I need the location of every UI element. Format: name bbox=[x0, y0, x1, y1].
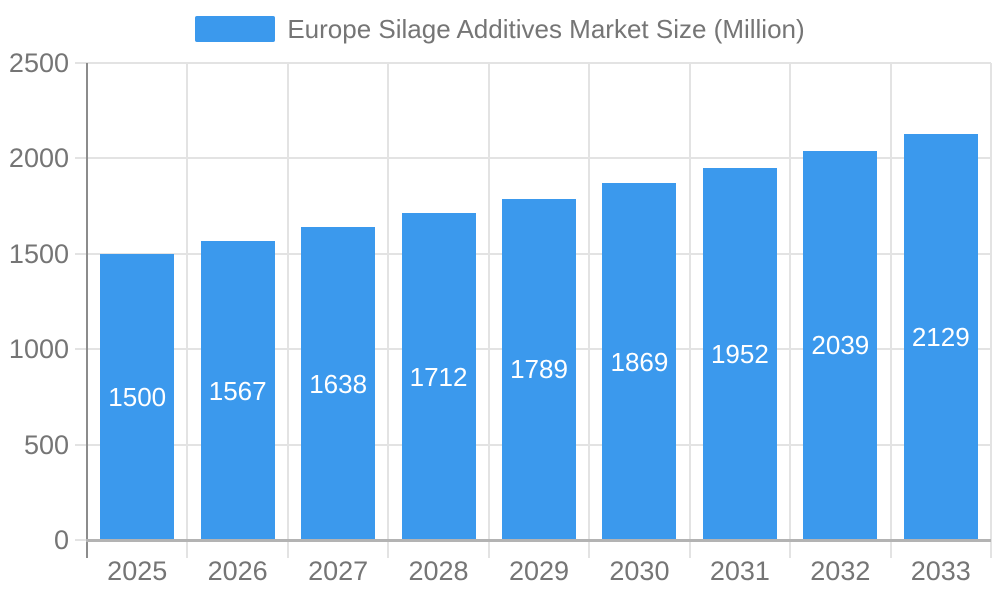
bar-value-label: 1500 bbox=[108, 381, 167, 412]
gridline-horizontal bbox=[75, 157, 991, 160]
x-tick-label: 2032 bbox=[810, 556, 871, 586]
gridline-vertical bbox=[588, 63, 591, 558]
bar: 2039 bbox=[803, 150, 878, 540]
bar-value-label: 1952 bbox=[710, 338, 769, 369]
y-axis-line bbox=[86, 63, 88, 558]
bar-value-label: 1869 bbox=[610, 346, 669, 377]
x-tick-label: 2025 bbox=[107, 556, 168, 586]
y-tick-label: 0 bbox=[53, 525, 69, 555]
y-tick-label: 1000 bbox=[8, 334, 69, 365]
gridline-vertical bbox=[688, 63, 691, 558]
legend-label: Europe Silage Additives Market Size (Mil… bbox=[287, 14, 805, 44]
gridline-vertical bbox=[487, 63, 490, 558]
x-tick-label: 2028 bbox=[408, 556, 469, 586]
x-tick-label: 2030 bbox=[609, 556, 670, 586]
bar-value-label: 1789 bbox=[510, 354, 568, 385]
x-tick-label: 2026 bbox=[207, 556, 268, 586]
bar: 1952 bbox=[702, 167, 777, 540]
gridline-vertical bbox=[990, 63, 992, 558]
bar-value-label: 1712 bbox=[409, 361, 468, 392]
legend-swatch bbox=[195, 16, 276, 42]
bar: 1712 bbox=[401, 213, 476, 540]
gridline-vertical bbox=[387, 63, 390, 558]
x-tick-label: 2031 bbox=[709, 556, 770, 586]
bar-value-label: 1567 bbox=[208, 375, 267, 406]
x-tick-label: 2027 bbox=[308, 556, 369, 586]
bar: 1567 bbox=[200, 241, 275, 540]
bar: 2129 bbox=[903, 133, 978, 540]
bar-value-label: 1638 bbox=[309, 368, 368, 399]
x-axis-line bbox=[86, 538, 991, 542]
y-tick-label: 2000 bbox=[8, 143, 69, 174]
y-tick-label: 2500 bbox=[8, 48, 69, 78]
x-tick-label: 2033 bbox=[910, 556, 971, 586]
bar-value-label: 2039 bbox=[811, 330, 870, 361]
y-tick-label: 1500 bbox=[8, 238, 69, 269]
gridline-vertical bbox=[889, 63, 892, 558]
gridline-vertical bbox=[789, 63, 792, 558]
bar-value-label: 2129 bbox=[911, 321, 970, 352]
bar: 1789 bbox=[502, 198, 576, 540]
legend-item[interactable]: Europe Silage Additives Market Size (Mil… bbox=[0, 15, 1000, 43]
bar: 1500 bbox=[100, 253, 175, 540]
gridline-horizontal bbox=[75, 62, 991, 64]
y-tick-label: 500 bbox=[23, 429, 69, 460]
gridline-vertical bbox=[186, 63, 189, 558]
x-tick-label: 2029 bbox=[508, 556, 570, 586]
bar: 1638 bbox=[301, 227, 376, 540]
gridline-vertical bbox=[286, 63, 289, 558]
bar: 1869 bbox=[602, 183, 677, 540]
y-axis-tick bbox=[75, 539, 87, 541]
